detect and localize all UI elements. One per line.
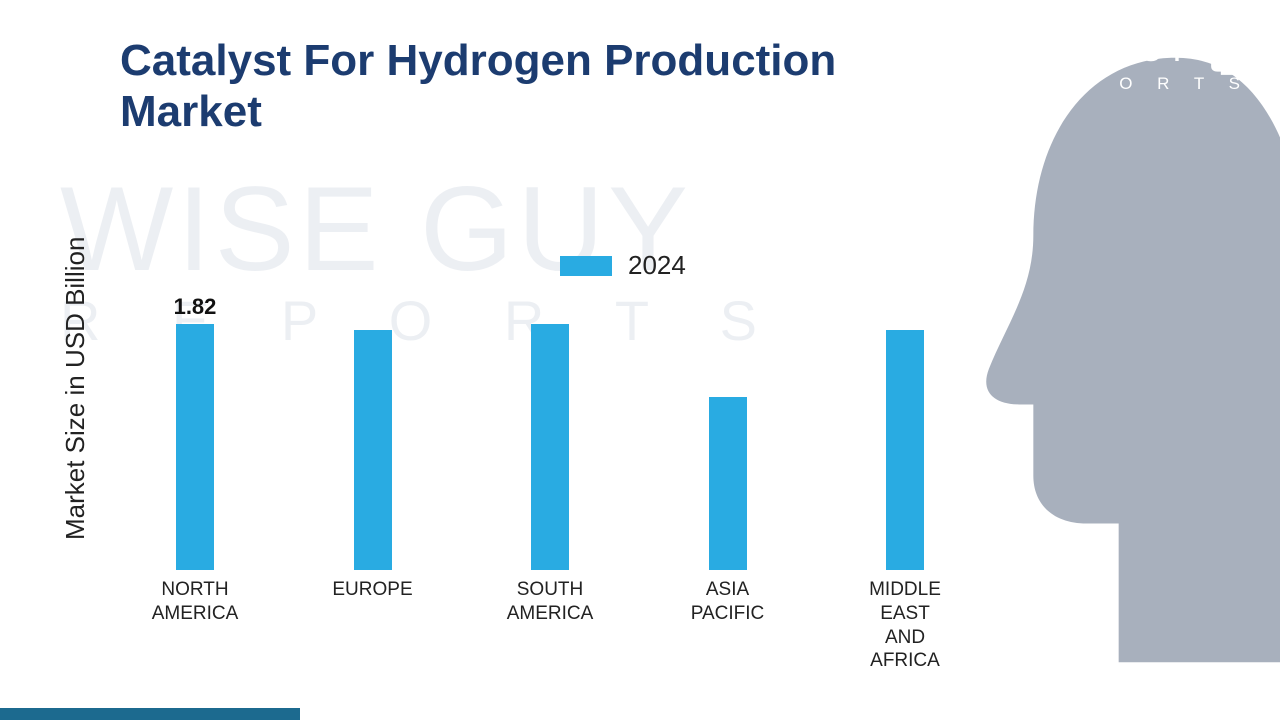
x-axis-label: ASIA PACIFIC [653, 578, 803, 673]
y-axis-label: Market Size in USD Billion [60, 237, 91, 540]
bar-slot [298, 300, 448, 570]
x-axis-labels: NORTH AMERICA EUROPE SOUTH AMERICA ASIA PAC… [120, 578, 980, 673]
bar-value-label: 1.82 [174, 294, 217, 318]
logo-sub-text: R E P O R T S [1002, 74, 1250, 94]
chart-title: Catalyst For Hydrogen Production Market [120, 36, 880, 137]
bar-slot [653, 367, 803, 570]
bar-chart: 1.82 [120, 300, 980, 570]
chart-canvas: WISE GUY R E P O R T S Catalyst For Hydr… [0, 0, 1280, 720]
logo-head-icon [1196, 22, 1250, 76]
bar [354, 330, 392, 570]
logo-main-text: WISE GUY [1002, 28, 1190, 70]
bar [886, 330, 924, 570]
brand-logo: WISE GUY R E P O R T S [1002, 22, 1250, 94]
bars-container: 1.82 [120, 300, 980, 570]
bar-slot [475, 294, 625, 570]
bar-slot: 1.82 [120, 294, 270, 570]
x-axis-label: EUROPE [298, 578, 448, 673]
x-axis-label: MIDDLE EAST AND AFRICA [830, 578, 980, 673]
legend: 2024 [560, 250, 686, 281]
footer-accent-bar [0, 708, 300, 720]
bar [709, 397, 747, 570]
legend-swatch [560, 256, 612, 276]
head-silhouette-dark [960, 40, 1280, 680]
x-axis-label: NORTH AMERICA [120, 578, 270, 673]
x-axis-label: SOUTH AMERICA [475, 578, 625, 673]
bar-slot [830, 300, 980, 570]
legend-label: 2024 [628, 250, 686, 281]
bar [531, 324, 569, 570]
bar [176, 324, 214, 570]
